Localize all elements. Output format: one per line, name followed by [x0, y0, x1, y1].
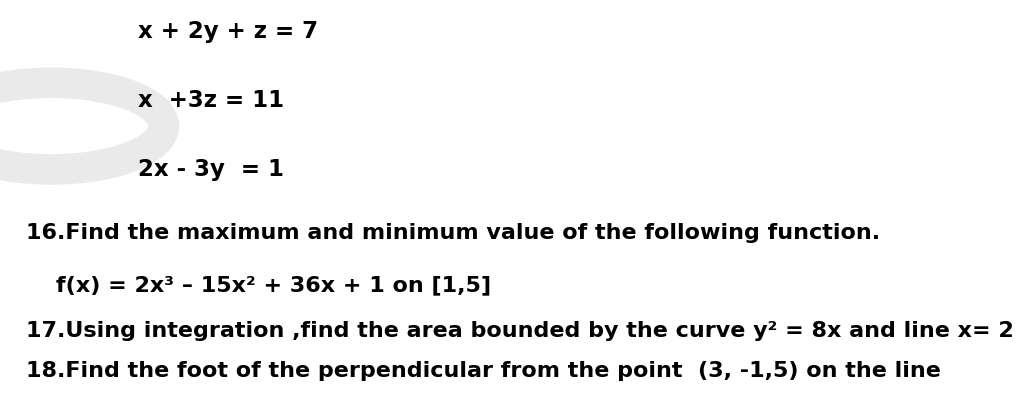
Text: 2x - 3y  = 1: 2x - 3y = 1 [138, 158, 285, 180]
Text: 18.Find the foot of the perpendicular from the point  (3, -1,5) on the line: 18.Find the foot of the perpendicular fr… [26, 361, 940, 381]
Text: 17.Using integration ,find the area bounded by the curve y² = 8x and line x= 2: 17.Using integration ,find the area boun… [26, 321, 1014, 341]
Text: x + 2y + z = 7: x + 2y + z = 7 [138, 20, 318, 43]
Text: x  +3z = 11: x +3z = 11 [138, 89, 285, 112]
Text: f(x) = 2x³ – 15x² + 36x + 1 on [1,5]: f(x) = 2x³ – 15x² + 36x + 1 on [1,5] [56, 276, 492, 296]
Text: 16.Find the maximum and minimum value of the following function.: 16.Find the maximum and minimum value of… [26, 223, 880, 243]
